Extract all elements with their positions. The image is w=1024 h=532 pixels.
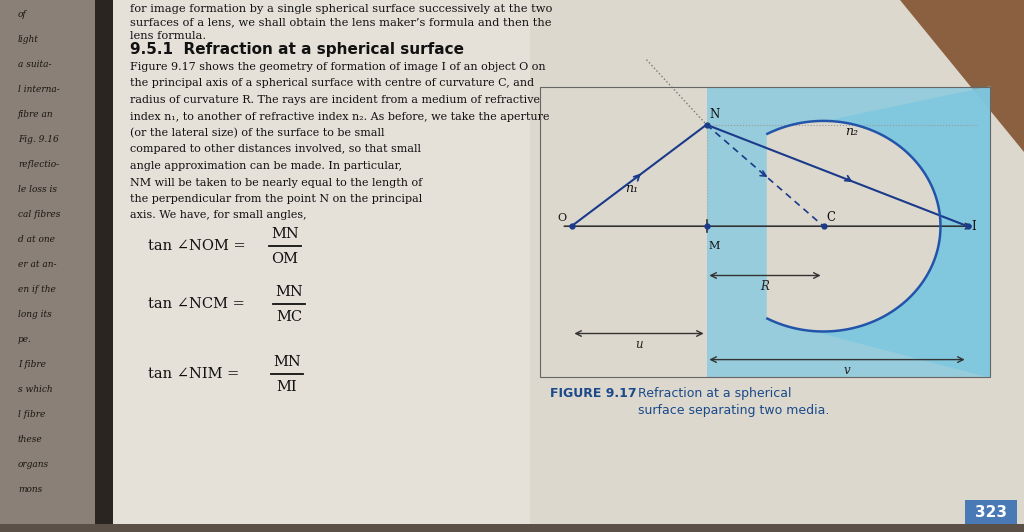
Text: of: of bbox=[18, 10, 27, 19]
Text: le loss is: le loss is bbox=[18, 185, 57, 194]
Text: Figure 9.17 shows the geometry of formation of image I of an object O on: Figure 9.17 shows the geometry of format… bbox=[130, 62, 546, 72]
Text: O: O bbox=[557, 213, 566, 223]
Bar bbox=[540, 87, 990, 377]
Text: MN: MN bbox=[275, 285, 303, 299]
Text: radius of curvature R. The rays are incident from a medium of refractive: radius of curvature R. The rays are inci… bbox=[130, 95, 540, 105]
Text: Fig. 9.16: Fig. 9.16 bbox=[18, 135, 58, 144]
Text: n₁: n₁ bbox=[625, 182, 638, 195]
Polygon shape bbox=[767, 121, 940, 331]
Text: 323: 323 bbox=[975, 505, 1007, 520]
Text: the principal axis of a spherical surface with centre of curvature C, and: the principal axis of a spherical surfac… bbox=[130, 79, 535, 88]
Bar bbox=[965, 500, 1017, 524]
Text: angle approximation can be made. In particular,: angle approximation can be made. In part… bbox=[130, 161, 402, 171]
Bar bbox=[0, 0, 110, 532]
Text: these: these bbox=[18, 435, 43, 444]
Polygon shape bbox=[767, 87, 990, 377]
Text: MN: MN bbox=[273, 355, 301, 369]
Text: R: R bbox=[761, 279, 769, 293]
Text: OM: OM bbox=[271, 252, 299, 266]
Text: MN: MN bbox=[271, 227, 299, 241]
Text: the perpendicular from the point N on the principal: the perpendicular from the point N on th… bbox=[130, 194, 422, 204]
Text: MI: MI bbox=[276, 380, 297, 394]
Text: 9.5.1  Refraction at a spherical surface: 9.5.1 Refraction at a spherical surface bbox=[130, 42, 464, 57]
Text: tan ∠NCM =: tan ∠NCM = bbox=[148, 297, 245, 311]
Text: light: light bbox=[18, 35, 39, 44]
Text: tan ∠NOM =: tan ∠NOM = bbox=[148, 239, 246, 253]
Text: I: I bbox=[972, 220, 976, 232]
Text: mons: mons bbox=[18, 485, 42, 494]
Text: pe.: pe. bbox=[18, 335, 32, 344]
Text: N: N bbox=[710, 107, 720, 121]
Text: a suita-: a suita- bbox=[18, 60, 51, 69]
Text: axis. We have, for small angles,: axis. We have, for small angles, bbox=[130, 211, 306, 220]
Text: v: v bbox=[844, 363, 850, 377]
Text: long its: long its bbox=[18, 310, 52, 319]
Text: d at one: d at one bbox=[18, 235, 55, 244]
Text: u: u bbox=[635, 337, 643, 351]
Text: organs: organs bbox=[18, 460, 49, 469]
Text: reflectio-: reflectio- bbox=[18, 160, 59, 169]
Text: er at an-: er at an- bbox=[18, 260, 56, 269]
Text: C: C bbox=[826, 211, 836, 224]
Text: FIGURE 9.17: FIGURE 9.17 bbox=[550, 387, 637, 400]
Text: M: M bbox=[709, 241, 720, 251]
Text: l interna-: l interna- bbox=[18, 85, 59, 94]
Text: tan ∠NIM =: tan ∠NIM = bbox=[148, 367, 240, 381]
Text: MC: MC bbox=[275, 310, 302, 324]
Bar bbox=[540, 87, 709, 377]
Text: for image formation by a single spherical surface successively at the two
surfac: for image formation by a single spherica… bbox=[130, 4, 552, 41]
Text: I fibre: I fibre bbox=[18, 360, 46, 369]
Polygon shape bbox=[900, 0, 1024, 152]
Bar bbox=[95, 0, 113, 532]
Text: Refraction at a spherical
surface separating two media.: Refraction at a spherical surface separa… bbox=[638, 387, 829, 417]
Text: (or the lateral size) of the surface to be small: (or the lateral size) of the surface to … bbox=[130, 128, 384, 138]
Text: s which: s which bbox=[18, 385, 52, 394]
Bar bbox=[110, 0, 1024, 532]
Bar bbox=[0, 524, 1024, 532]
Text: index n₁, to another of refractive index n₂. As before, we take the aperture: index n₁, to another of refractive index… bbox=[130, 112, 550, 121]
Text: n₂: n₂ bbox=[845, 124, 858, 138]
Bar bbox=[707, 87, 990, 377]
Text: en if the: en if the bbox=[18, 285, 56, 294]
Text: fibre an: fibre an bbox=[18, 110, 53, 119]
Text: compared to other distances involved, so that small: compared to other distances involved, so… bbox=[130, 145, 421, 154]
Bar bbox=[110, 0, 530, 532]
Text: NM will be taken to be nearly equal to the length of: NM will be taken to be nearly equal to t… bbox=[130, 178, 422, 187]
Text: cal fibres: cal fibres bbox=[18, 210, 60, 219]
Text: l fibre: l fibre bbox=[18, 410, 45, 419]
